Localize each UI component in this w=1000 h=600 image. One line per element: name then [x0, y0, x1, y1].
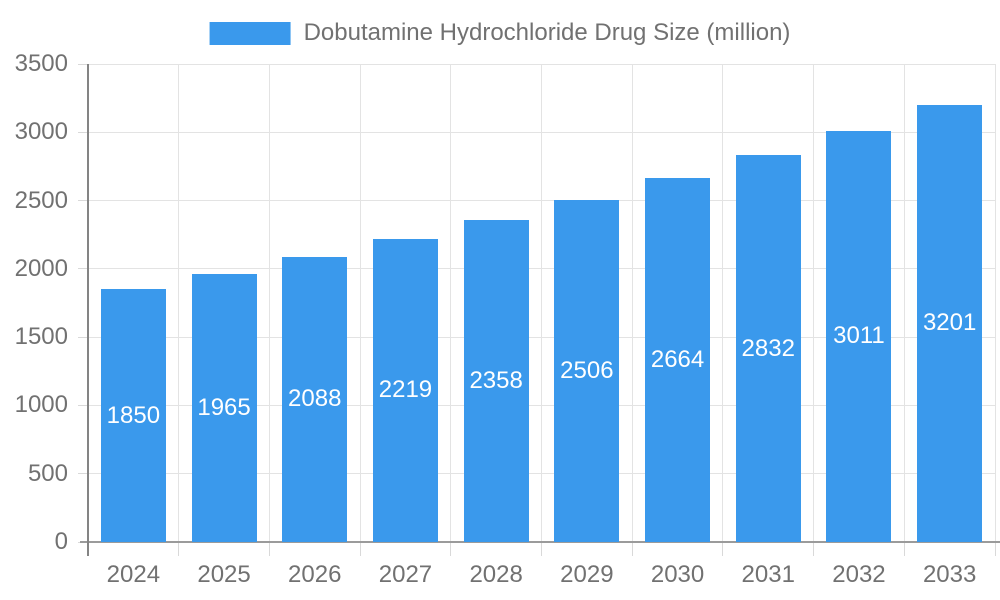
bar[interactable]: [645, 178, 711, 542]
bar-value-label: 2358: [469, 366, 523, 394]
bar[interactable]: [100, 289, 166, 542]
y-tick-label: 2000: [14, 254, 68, 282]
x-tick-label: 2028: [469, 561, 523, 588]
bar-value-label: 3011: [833, 322, 885, 350]
y-tick-label: 2500: [14, 186, 68, 214]
bar-value-label: 1850: [106, 401, 161, 429]
y-axis-tick: [78, 63, 88, 65]
bar[interactable]: [554, 199, 620, 542]
bar[interactable]: [282, 256, 348, 542]
legend-label: Dobutamine Hydrochloride Drug Size (mill…: [303, 19, 791, 46]
x-tick-label: 2024: [106, 561, 161, 588]
gridline-vertical: [631, 64, 633, 542]
bar-value-label: 1965: [197, 393, 251, 421]
bar[interactable]: [826, 130, 892, 542]
x-axis-line: [80, 541, 1000, 543]
legend-swatch: [209, 21, 291, 45]
x-axis-tick: [994, 543, 996, 556]
x-axis-tick: [541, 543, 542, 556]
bar-value-label: 2088: [288, 385, 342, 413]
bar-value-label: 3201: [922, 309, 977, 337]
bar[interactable]: [917, 104, 983, 542]
y-axis-line: [87, 64, 89, 556]
y-tick-label: 0: [54, 528, 68, 555]
bar[interactable]: [735, 155, 801, 542]
x-tick-label: 2030: [650, 561, 705, 588]
bar-value-label: 2506: [560, 356, 614, 384]
y-tick-label: 1000: [14, 391, 68, 419]
bar[interactable]: [191, 273, 257, 542]
x-tick-label: 2027: [378, 561, 433, 588]
bar-value-label: 2664: [650, 346, 705, 374]
bar-value-label: 2832: [741, 334, 795, 362]
y-axis-tick: [78, 200, 88, 202]
x-tick-label: 2026: [288, 561, 342, 588]
y-axis-tick: [78, 131, 88, 133]
gridline-vertical: [903, 64, 905, 542]
x-axis-tick: [813, 543, 815, 556]
x-axis-tick: [450, 543, 452, 556]
y-tick-label: 3500: [14, 50, 68, 77]
x-axis-tick: [359, 543, 361, 556]
y-axis-tick: [78, 268, 88, 270]
y-tick-label: 1500: [14, 323, 68, 351]
y-axis-tick: [78, 473, 88, 475]
x-axis-tick: [268, 543, 270, 556]
y-axis-tick: [78, 336, 88, 338]
x-axis-tick: [722, 543, 724, 556]
bar[interactable]: [372, 238, 438, 542]
x-tick-label: 2031: [741, 561, 795, 588]
x-tick-label: 2029: [560, 561, 614, 588]
gridline-vertical: [450, 64, 452, 542]
x-tick-label: 2032: [832, 561, 886, 588]
y-tick-label: 500: [27, 459, 68, 487]
x-axis-tick: [631, 543, 633, 556]
bar-value-label: 2219: [378, 376, 433, 404]
bar[interactable]: [463, 219, 529, 542]
gridline-vertical: [359, 64, 361, 542]
gridline-vertical: [268, 64, 270, 542]
y-axis-tick: [78, 404, 88, 406]
x-tick-label: 2025: [197, 561, 251, 588]
gridline-vertical: [994, 64, 996, 542]
gridline-vertical: [178, 64, 180, 542]
x-axis-tick: [178, 543, 180, 556]
x-tick-label: 2033: [922, 561, 977, 588]
gridline-vertical: [722, 64, 724, 542]
gridline-vertical: [541, 64, 542, 542]
x-axis-tick: [903, 543, 905, 556]
legend-item[interactable]: Dobutamine Hydrochloride Drug Size (mill…: [209, 19, 791, 47]
y-tick-label: 3000: [14, 118, 68, 146]
gridline-vertical: [813, 64, 815, 542]
